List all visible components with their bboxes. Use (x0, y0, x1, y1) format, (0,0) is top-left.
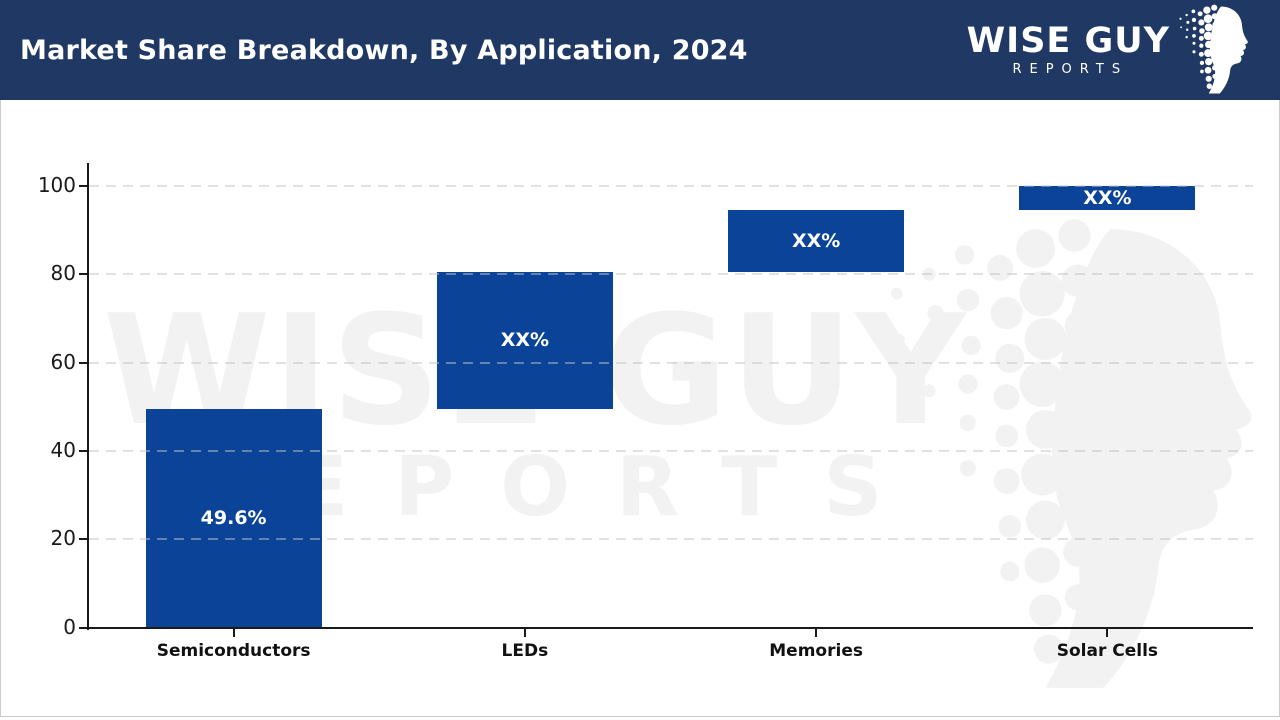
gridline (89, 273, 1253, 276)
x-axis-line (85, 627, 1253, 629)
header: Market Share Breakdown, By Application, … (0, 0, 1280, 100)
y-tick-mark (79, 273, 87, 276)
brand-subtitle: REPORTS (1012, 61, 1129, 77)
brand-logo-text: WISE GUY REPORTS (966, 20, 1170, 77)
gridline (89, 185, 1253, 187)
y-tick-label: 40 (50, 437, 76, 462)
brand-name: WISE GUY (966, 20, 1170, 61)
x-tick-mark (1106, 629, 1109, 637)
bar-leds: XX% (436, 272, 613, 409)
bar-solar-cells: XX% (1019, 186, 1196, 211)
x-tick-label: Memories (769, 640, 863, 661)
bar-semiconductors: 49.6% (145, 408, 322, 628)
y-tick-label: 20 (50, 526, 76, 551)
x-tick-label: LEDs (501, 640, 549, 661)
x-tick-mark (815, 629, 818, 637)
x-tick-label: Solar Cells (1056, 640, 1159, 661)
y-tick-label: 100 (37, 173, 76, 197)
bar-value-label: 49.6% (200, 507, 267, 529)
y-tick-mark (79, 185, 87, 187)
y-tick-label: 0 (63, 614, 76, 639)
y-tick-mark (79, 626, 87, 629)
bar-value-label: XX% (500, 329, 550, 352)
bar-value-label: XX% (1083, 187, 1132, 210)
x-tick-mark (523, 629, 526, 637)
y-tick-mark (79, 361, 87, 364)
page-title: Market Share Breakdown, By Application, … (20, 34, 748, 66)
y-tick-mark (79, 538, 87, 541)
gridline (89, 361, 1253, 364)
gridline (89, 449, 1253, 452)
bar-value-label: XX% (791, 230, 841, 253)
logo-face-icon (1179, 4, 1248, 94)
y-axis-line (87, 163, 89, 630)
gridline (89, 538, 1253, 541)
x-tick-label: Semiconductors (156, 640, 311, 661)
y-tick-label: 80 (50, 261, 76, 286)
x-tick-mark (232, 629, 235, 637)
brand-logo: WISE GUY REPORTS (967, 4, 1254, 96)
bar-memories: XX% (728, 210, 905, 273)
y-tick-mark (79, 449, 87, 452)
y-tick-label: 60 (50, 349, 76, 374)
